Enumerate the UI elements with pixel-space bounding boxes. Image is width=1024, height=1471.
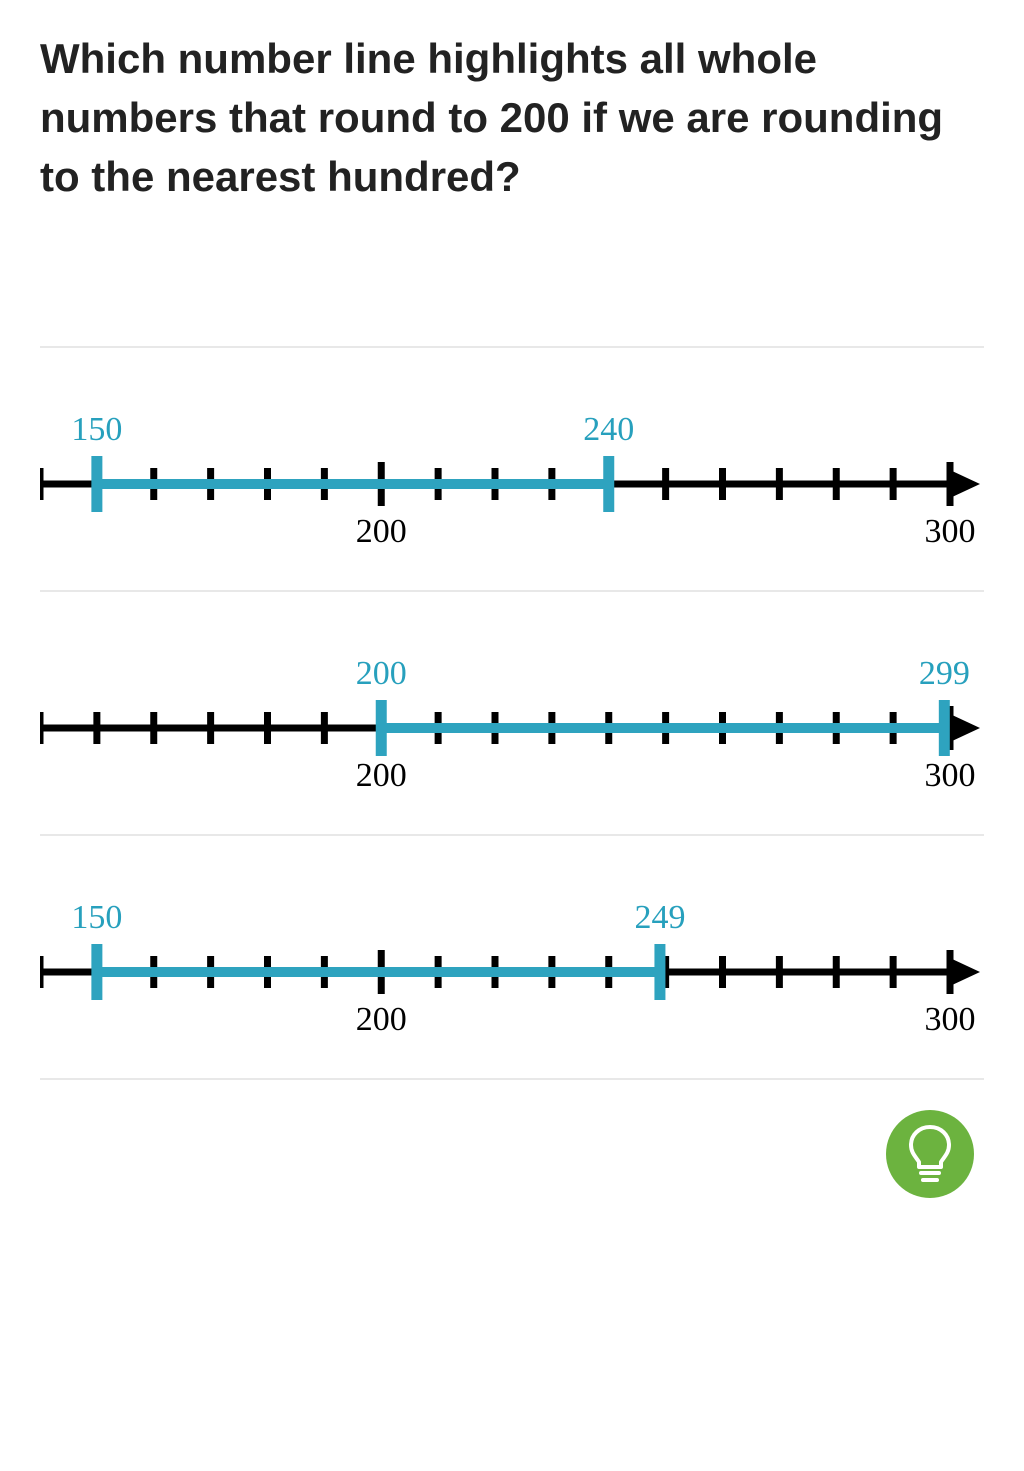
axis-arrow bbox=[950, 470, 980, 498]
axis-label: 300 bbox=[925, 1001, 976, 1038]
question-page: Which number line highlights all whole n… bbox=[0, 0, 1024, 1238]
hint-wrap bbox=[40, 1080, 984, 1198]
axis-arrow bbox=[950, 714, 980, 742]
highlight-label-start: 200 bbox=[356, 655, 407, 692]
number-line: 200 300 200 299 bbox=[40, 628, 984, 798]
axis-label: 300 bbox=[925, 513, 976, 550]
options-container: 200 300 150 240 200 300 200 299 200 300 150 249 bbox=[40, 348, 984, 1080]
highlight-label-start: 150 bbox=[71, 899, 122, 936]
axis-label: 200 bbox=[356, 1001, 407, 1038]
lightbulb-icon bbox=[907, 1125, 953, 1183]
axis-label: 200 bbox=[356, 757, 407, 794]
axis-label: 300 bbox=[925, 757, 976, 794]
answer-option[interactable]: 200 300 150 249 bbox=[40, 836, 984, 1078]
question-text: Which number line highlights all whole n… bbox=[40, 30, 984, 206]
highlight-label-end: 240 bbox=[583, 411, 634, 448]
axis-arrow bbox=[950, 958, 980, 986]
highlight-label-end: 249 bbox=[634, 899, 685, 936]
answer-option[interactable]: 200 300 200 299 bbox=[40, 592, 984, 834]
highlight-label-end: 299 bbox=[919, 655, 970, 692]
hint-button[interactable] bbox=[886, 1110, 974, 1198]
number-line: 200 300 150 249 bbox=[40, 872, 984, 1042]
axis-label: 200 bbox=[356, 513, 407, 550]
number-line: 200 300 150 240 bbox=[40, 384, 984, 554]
highlight-label-start: 150 bbox=[71, 411, 122, 448]
answer-option[interactable]: 200 300 150 240 bbox=[40, 348, 984, 590]
